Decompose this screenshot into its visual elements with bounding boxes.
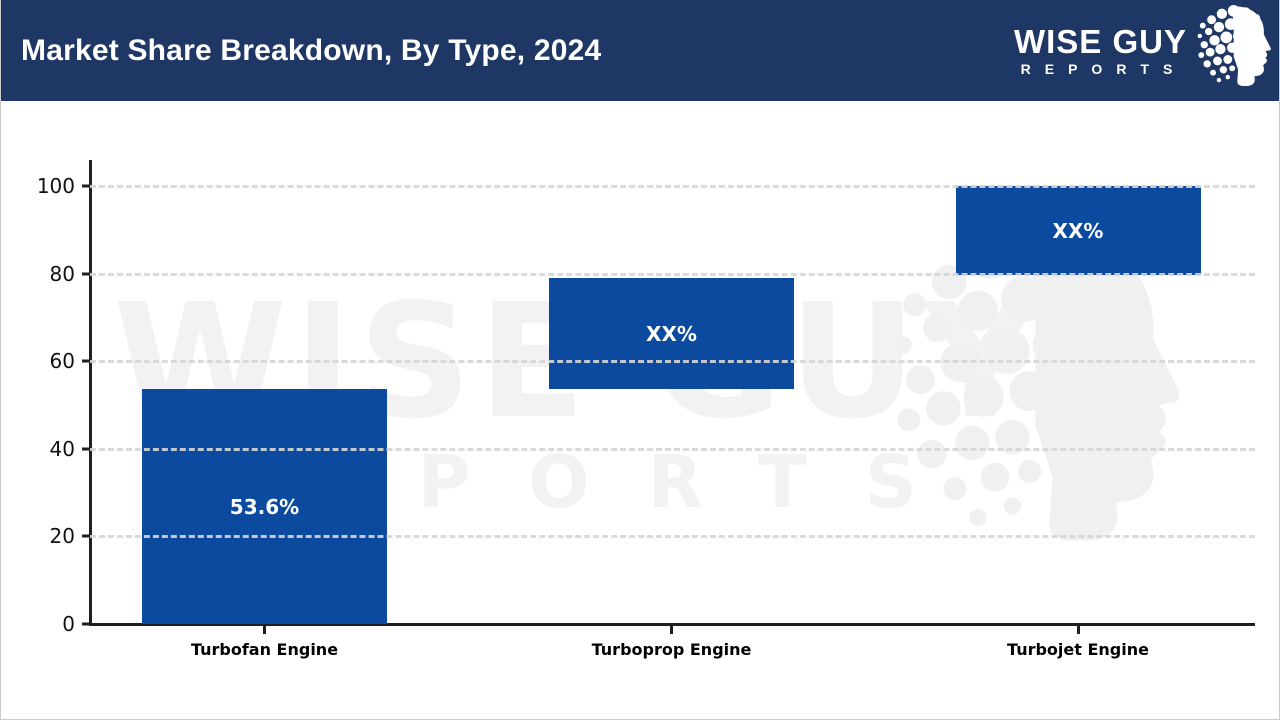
logo-subtitle: REPORTS: [1020, 60, 1187, 77]
wiseguy-logo: WISE GUY REPORTS: [1014, 4, 1271, 97]
y-tick-label-100: 100: [36, 174, 75, 198]
chart-title: Market Share Breakdown, By Type, 2024: [21, 33, 602, 67]
y-tick-mark-0: [82, 622, 90, 626]
x-axis-line: [89, 623, 1255, 626]
y-tick-mark-100: [82, 184, 90, 188]
y-tick-label-60: 60: [49, 349, 75, 374]
bar-turboprop-engine: [549, 277, 794, 390]
bar-value-label-turbofan-engine: 53.6%: [229, 494, 300, 519]
x-tick-label-turbofan-engine: Turbofan Engine: [190, 640, 339, 659]
logo-text: WISE GUY REPORTS: [1014, 25, 1187, 77]
y-tick-label-80: 80: [49, 261, 75, 286]
gridline-40: [90, 447, 1255, 451]
gridline-80: [90, 272, 1255, 276]
y-tick-label-40: 40: [49, 436, 75, 461]
y-tick-label-20: 20: [49, 524, 75, 549]
y-axis-line: [89, 160, 92, 626]
bar-turbofan-engine: [142, 389, 387, 624]
logo-wordmark: WISE GUY: [1013, 22, 1187, 60]
x-tick-label-turbojet-engine: Turbojet Engine: [1007, 640, 1149, 659]
y-tick-mark-20: [82, 534, 90, 538]
bar-value-label-turbojet-engine: XX%: [1052, 218, 1104, 243]
header: Market Share Breakdown, By Type, 2024 WI…: [1, 0, 1279, 101]
x-tick-mark-turboprop-engine: [670, 626, 673, 634]
y-tick-label-0: 0: [62, 612, 75, 636]
y-tick-mark-60: [82, 359, 90, 363]
y-tick-mark-40: [82, 447, 90, 451]
x-tick-label-turboprop-engine: Turboprop Engine: [591, 640, 752, 659]
y-tick-mark-80: [82, 272, 90, 276]
x-tick-mark-turbojet-engine: [1076, 626, 1080, 634]
x-tick-mark-turbofan-engine: [263, 626, 266, 634]
bar-value-label-turboprop-engine: XX%: [646, 321, 697, 346]
gridline-100: [90, 185, 1255, 188]
gridline-60: [90, 360, 1255, 364]
gridline-20: [90, 535, 1255, 539]
